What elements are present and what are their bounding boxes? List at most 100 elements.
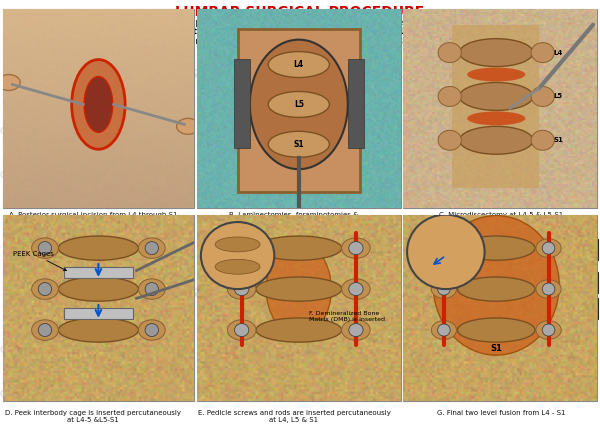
Ellipse shape: [542, 324, 555, 336]
Ellipse shape: [145, 283, 158, 296]
Text: COPYRIGHTED: COPYRIGHTED: [101, 127, 163, 136]
Text: L5: L5: [294, 100, 304, 109]
Ellipse shape: [531, 86, 554, 106]
Text: COPYRIGHTED: COPYRIGHTED: [0, 390, 61, 399]
Ellipse shape: [349, 242, 363, 254]
Ellipse shape: [235, 242, 249, 254]
Ellipse shape: [84, 77, 113, 132]
Text: SAMPLE: SAMPLE: [188, 287, 244, 300]
Text: S1: S1: [553, 137, 563, 143]
Text: SAMPLE: SAMPLE: [356, 68, 412, 81]
Ellipse shape: [349, 283, 363, 296]
Ellipse shape: [531, 131, 554, 150]
Text: COPYRIGHTED: COPYRIGHTED: [209, 390, 271, 399]
Ellipse shape: [341, 279, 370, 299]
Ellipse shape: [38, 324, 52, 336]
Text: Pedicle
Screws: Pedicle Screws: [561, 277, 586, 288]
Text: COPYRIGHTED: COPYRIGHTED: [209, 346, 271, 355]
Text: Microdiscectomy with PEEK interbody cage inserted at L4-5 & L5-S1.: Microdiscectomy with PEEK interbody cage…: [137, 27, 463, 36]
Ellipse shape: [235, 324, 249, 336]
Text: COPYRIGHTED: COPYRIGHTED: [209, 171, 271, 180]
Ellipse shape: [431, 239, 457, 258]
Text: L4: L4: [554, 49, 563, 56]
Text: COPYRIGHTED: COPYRIGHTED: [425, 171, 487, 180]
Ellipse shape: [536, 280, 561, 298]
Ellipse shape: [341, 320, 370, 340]
Text: PEEK Cages: PEEK Cages: [13, 251, 67, 271]
Ellipse shape: [139, 320, 165, 340]
Ellipse shape: [542, 283, 555, 295]
Ellipse shape: [256, 318, 341, 342]
Ellipse shape: [145, 242, 158, 254]
Text: S1: S1: [490, 344, 502, 353]
Text: F. Demineralized Bone
Matrix (DMB) is inserted: F. Demineralized Bone Matrix (DMB) is in…: [309, 311, 385, 322]
Text: COPYRIGHTED: COPYRIGHTED: [425, 127, 487, 136]
Ellipse shape: [176, 118, 200, 134]
Ellipse shape: [437, 283, 450, 295]
Bar: [3, 9, 194, 208]
Text: COPYRIGHTED: COPYRIGHTED: [0, 127, 61, 136]
Bar: [197, 9, 401, 208]
Ellipse shape: [145, 324, 158, 336]
Ellipse shape: [227, 238, 256, 258]
Ellipse shape: [531, 42, 554, 63]
Ellipse shape: [457, 277, 535, 301]
Ellipse shape: [268, 131, 329, 157]
Ellipse shape: [433, 215, 559, 355]
Text: COPYRIGHTED: COPYRIGHTED: [317, 390, 379, 399]
Bar: [238, 29, 360, 192]
Text: SAMPLE: SAMPLE: [20, 287, 76, 300]
Ellipse shape: [460, 126, 533, 154]
Ellipse shape: [438, 42, 461, 63]
Text: Pedicle screw and rod fixation L4, L5 & S1 with insertion of demineralized bone : Pedicle screw and rod fixation L4, L5 & …: [117, 37, 483, 46]
Ellipse shape: [32, 279, 58, 299]
FancyBboxPatch shape: [549, 298, 598, 319]
Bar: [197, 215, 401, 401]
Ellipse shape: [32, 320, 58, 340]
Text: G. Final two level fusion from L4 - S1: G. Final two level fusion from L4 - S1: [437, 410, 565, 416]
Ellipse shape: [0, 74, 20, 91]
Ellipse shape: [431, 321, 457, 339]
Ellipse shape: [457, 236, 535, 260]
Text: COPYRIGHTED: COPYRIGHTED: [527, 346, 589, 355]
Text: D. Peek interbody cage is inserted percutaneously
at L4-5 &L5-S1: D. Peek interbody cage is inserted percu…: [5, 410, 181, 423]
Ellipse shape: [457, 318, 535, 342]
Ellipse shape: [256, 277, 341, 301]
Ellipse shape: [438, 86, 461, 106]
Bar: [64, 308, 133, 319]
FancyBboxPatch shape: [549, 272, 598, 293]
Ellipse shape: [542, 242, 555, 254]
Text: LUMBAR SURGICAL PROCEDURE: LUMBAR SURGICAL PROCEDURE: [175, 5, 425, 19]
Ellipse shape: [341, 238, 370, 258]
Ellipse shape: [268, 92, 329, 117]
Text: COPYRIGHTED: COPYRIGHTED: [527, 390, 589, 399]
Text: A. Posterior surgical incision from L4 through S1: A. Posterior surgical incision from L4 t…: [9, 212, 177, 219]
Ellipse shape: [250, 40, 348, 169]
Ellipse shape: [71, 60, 125, 149]
Ellipse shape: [139, 238, 165, 258]
Text: E. Pedicle screws and rods are inserted percutaneously
at L4, L5 & S1: E. Pedicle screws and rods are inserted …: [197, 410, 391, 423]
Ellipse shape: [256, 236, 341, 260]
Bar: [233, 59, 250, 148]
Ellipse shape: [467, 67, 525, 81]
Text: Bone Matrix: Bone Matrix: [552, 247, 595, 252]
Text: COPYRIGHTED: COPYRIGHTED: [101, 171, 163, 180]
Bar: [403, 215, 597, 401]
Text: COPYRIGHTED: COPYRIGHTED: [101, 390, 163, 399]
Text: COPYRIGHTED: COPYRIGHTED: [425, 390, 487, 399]
Text: SAMPLE: SAMPLE: [188, 68, 244, 81]
Text: Lumbar spine decompression laminectomy, foraminotomy, and facetectomy at L4, L5 : Lumbar spine decompression laminectomy, …: [107, 18, 493, 27]
Ellipse shape: [58, 236, 139, 260]
Ellipse shape: [227, 320, 256, 340]
Ellipse shape: [227, 279, 256, 299]
Text: COPYRIGHTED: COPYRIGHTED: [527, 127, 589, 136]
Text: COPYRIGHTED: COPYRIGHTED: [0, 171, 61, 180]
Ellipse shape: [38, 242, 52, 254]
Text: S1: S1: [293, 140, 304, 149]
Ellipse shape: [438, 131, 461, 150]
Ellipse shape: [268, 52, 329, 78]
Text: Rods: Rods: [565, 306, 582, 311]
Text: COPYRIGHTED: COPYRIGHTED: [317, 171, 379, 180]
Text: COPYRIGHTED: COPYRIGHTED: [209, 127, 271, 136]
Ellipse shape: [215, 237, 260, 252]
